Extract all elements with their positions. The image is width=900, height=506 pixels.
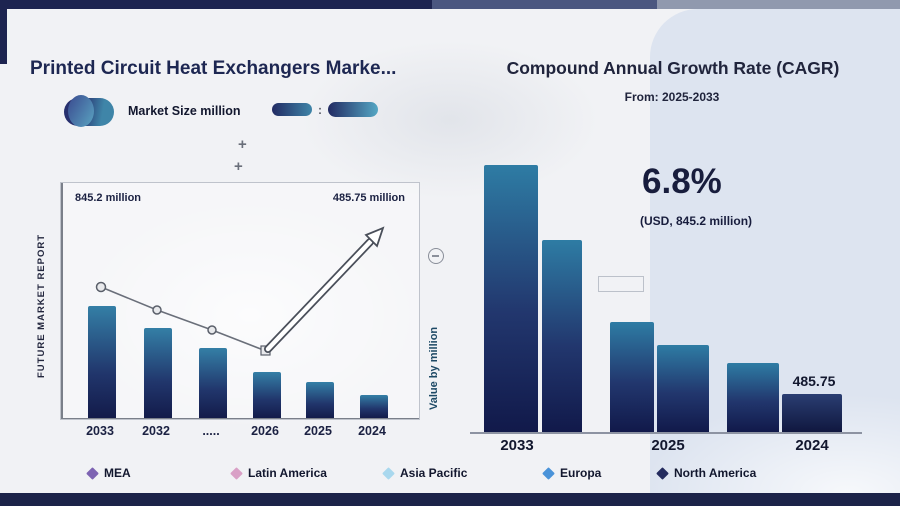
left-chart-bar (199, 348, 227, 418)
legend-diamond-icon (656, 466, 669, 480)
plus-decoration: + (234, 158, 243, 175)
right-x-axis-line (470, 432, 862, 434)
legend-item-latin-america: Latin America (230, 466, 327, 480)
left-chart-title: Printed Circuit Heat Exchangers Marke... (30, 58, 397, 79)
right-x-label: 2025 (651, 437, 685, 454)
right-chart-bar (484, 165, 538, 432)
database-cylinder-icon (64, 95, 114, 127)
pill-icon (272, 103, 312, 116)
legend-diamond-icon (230, 466, 243, 480)
step-outline-decoration (598, 276, 644, 292)
left-x-label: 2025 (304, 424, 332, 438)
pill-icon (328, 102, 378, 117)
circle-minus-icon (428, 248, 444, 264)
legend-label: Europa (560, 466, 602, 480)
left-chart-bar (144, 328, 172, 418)
left-chart-bar (253, 372, 281, 418)
left-bars-layer (62, 184, 418, 418)
left-x-label: 2032 (142, 424, 170, 438)
colon-separator: : (318, 102, 322, 117)
left-x-label: 2024 (358, 424, 386, 438)
right-chart-bar (610, 322, 654, 432)
legend-item-europa: Europa (542, 466, 602, 480)
top-border (0, 0, 900, 9)
left-x-label: 2033 (86, 424, 114, 438)
legend-label: North America (674, 466, 757, 480)
right-x-label: 2024 (795, 437, 829, 454)
x-axis-line (61, 417, 419, 419)
end-value-label: 485.75 (792, 373, 836, 389)
legend-item-mea: MEA (86, 466, 131, 480)
left-x-label: 2026 (251, 424, 279, 438)
right-chart-bar (657, 345, 709, 432)
left-chart-bar (88, 306, 116, 418)
left-chart-bar (306, 382, 334, 418)
cagr-value: 6.8% (642, 162, 722, 201)
bottom-border (0, 493, 900, 506)
market-size-legend-label: Market Size million (128, 104, 241, 118)
cylinder-top (68, 95, 94, 127)
right-chart-bar (542, 240, 582, 432)
left-chart-bar (360, 395, 388, 418)
value-axis-label: Value by million (428, 326, 440, 410)
future-market-report-watermark: FUTURE MARKET REPORT (36, 233, 47, 379)
right-chart-title: Compound Annual Growth Rate (CAGR) (506, 58, 840, 78)
y-axis-line (61, 183, 63, 419)
right-chart-subtitle: From: 2025-2033 (624, 90, 720, 104)
legend-label: Latin America (248, 466, 327, 480)
trend-line-and-arrow (95, 226, 385, 356)
left-x-label: ..... (202, 424, 220, 438)
legend-diamond-icon (382, 466, 395, 480)
end-value-annotation: 485.75 million (332, 192, 405, 204)
background-blob (300, 40, 600, 200)
plus-decoration: + (238, 136, 247, 153)
legend-item-north-america: North America (656, 466, 757, 480)
left-chart-area: 845.2 million 485.75 million (60, 182, 420, 420)
gradient-pills-icon: : (272, 102, 378, 117)
legend-diamond-icon (86, 466, 99, 480)
legend-label: MEA (104, 466, 131, 480)
left-border (0, 0, 7, 64)
legend-label: Asia Pacific (400, 466, 468, 480)
right-x-label: 2033 (500, 437, 534, 454)
legend-item-asia-pacific: Asia Pacific (382, 466, 468, 480)
right-chart-bar (782, 394, 842, 432)
legend-diamond-icon (542, 466, 555, 480)
cagr-note: (USD, 845.2 million) (640, 214, 753, 228)
start-value-annotation: 845.2 million (75, 192, 142, 204)
right-chart-bar (727, 363, 779, 432)
